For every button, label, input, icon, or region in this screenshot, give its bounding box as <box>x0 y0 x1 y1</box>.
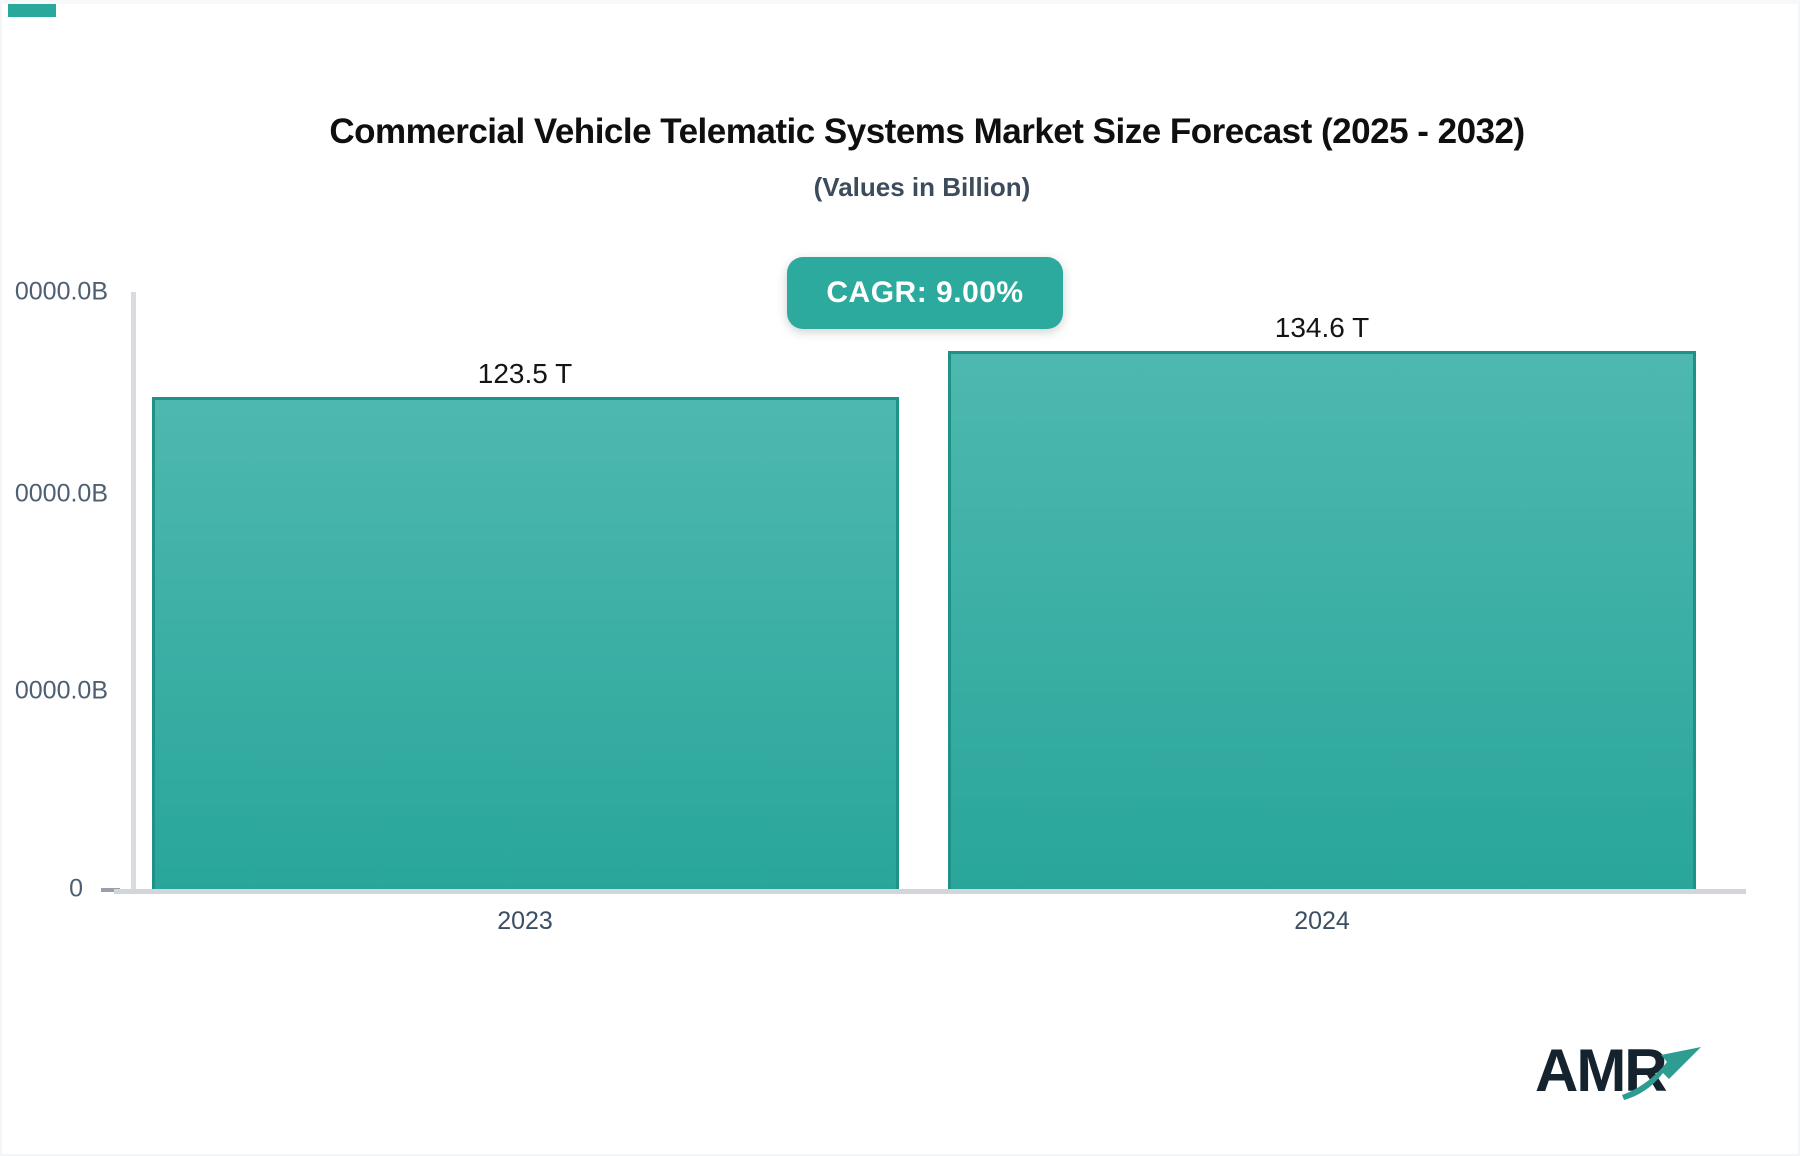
amr-logo-text: AMR <box>1535 1037 1668 1104</box>
y-axis-zero-tick <box>101 888 120 892</box>
x-axis-label-2024: 2024 <box>1294 907 1350 935</box>
x-axis-line <box>114 889 1746 894</box>
bar-2024[interactable] <box>948 351 1696 889</box>
amr-logo: AMR <box>1527 1036 1747 1116</box>
y-axis-zero-label: 0 <box>69 874 83 903</box>
chart-subtitle: (Values in Billion) <box>813 172 1031 202</box>
y-axis-line <box>131 292 136 891</box>
bar-value-label-2023: 123.5 T <box>477 358 573 389</box>
y-axis-tick-label: 0000.0B <box>14 479 108 508</box>
bar-value-label-2024: 134.6 T <box>1274 312 1370 343</box>
growth-arrow-icon <box>1622 1047 1701 1100</box>
cagr-badge-label: CAGR: 9.00% <box>826 276 1024 309</box>
y-axis-tick-label: 0000.0B <box>14 277 108 306</box>
bar-2023[interactable] <box>152 397 899 889</box>
cagr-badge: CAGR: 9.00% <box>787 257 1063 329</box>
x-axis-label-2023: 2023 <box>497 907 553 935</box>
chart-title: Commercial Vehicle Telematic Systems Mar… <box>329 112 1525 151</box>
corner-accent-strip <box>8 4 56 17</box>
y-axis-tick-label: 0000.0B <box>14 676 108 705</box>
